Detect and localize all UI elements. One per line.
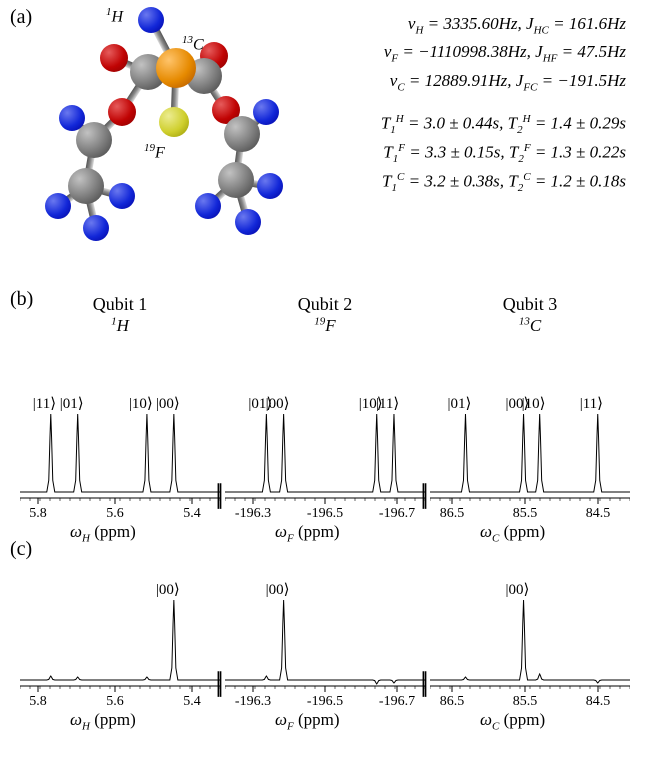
axis-tick-label: 5.4	[172, 506, 212, 522]
atom	[108, 98, 136, 126]
relaxation-line: T1F = 3.3 ± 0.15s, T2F = 1.3 ± 0.22s	[298, 142, 626, 165]
axis-tick-label: 86.5	[432, 694, 472, 710]
atom	[218, 162, 254, 198]
F-label: 19F	[144, 142, 165, 162]
atom	[68, 168, 104, 204]
state-ket-label: |00⟩	[266, 394, 290, 413]
axis-label: ωC (ppm)	[480, 710, 545, 732]
H-label: 1H	[106, 6, 123, 26]
panel-b-spectra: Qubit 11H5.85.65.4ωH (ppm)|11⟩|01⟩|10⟩|0…	[20, 294, 630, 534]
qubit-header: Qubit 11H	[60, 294, 180, 336]
state-ket-label: |00⟩	[266, 580, 290, 599]
atom	[224, 116, 260, 152]
axis-tick-label: -196.5	[305, 506, 345, 522]
atom	[109, 183, 135, 209]
relaxation-line: T1H = 3.0 ± 0.44s, T2H = 1.4 ± 0.29s	[298, 113, 626, 136]
atom	[45, 193, 71, 219]
qubit-header: Qubit 219F	[265, 294, 385, 336]
axis-label: ωH (ppm)	[70, 522, 136, 544]
axis-tick-label: 84.5	[578, 694, 618, 710]
frequency-coupling-line: νF = −1110998.38Hz, JHF = 47.5Hz	[298, 42, 626, 64]
spectrum-plot	[225, 550, 425, 710]
state-ket-label: |11⟩	[33, 394, 56, 413]
axis-tick-label: -196.7	[377, 694, 417, 710]
axis-tick-label: -196.3	[233, 506, 273, 522]
axis-break: ∥	[216, 481, 223, 512]
atom	[59, 105, 85, 131]
qubit-header: Qubit 313C	[470, 294, 590, 336]
atom	[253, 99, 279, 125]
atom	[138, 7, 164, 33]
state-ket-label: |11⟩	[580, 394, 603, 413]
axis-break: ∥	[216, 669, 223, 700]
atom	[159, 107, 189, 137]
axis-label: ωH (ppm)	[70, 710, 136, 732]
axis-break: ∥	[421, 481, 428, 512]
axis-tick-label: 5.4	[172, 694, 212, 710]
state-ket-label: |01⟩	[447, 394, 471, 413]
axis-tick-label: -196.3	[233, 694, 273, 710]
state-ket-label: |10⟩	[522, 394, 546, 413]
atom	[257, 173, 283, 199]
molecule-diagram: 1H13C19F	[36, 10, 286, 250]
spectrum-plot	[430, 342, 630, 522]
axis-tick-label: 85.5	[505, 506, 545, 522]
state-ket-label: |00⟩	[156, 580, 180, 599]
axis-tick-label: 5.8	[18, 694, 58, 710]
axis-tick-label: 5.8	[18, 506, 58, 522]
state-ket-label: |10⟩	[129, 394, 153, 413]
axis-label: ωC (ppm)	[480, 522, 545, 544]
atom	[235, 209, 261, 235]
panel-c-spectra: 5.8 5.6 5.4 ωH (ppm) |00⟩ ∥ -196.3 -196.5 -196.7…	[20, 550, 630, 760]
axis-tick-label: 84.5	[578, 506, 618, 522]
state-ket-label: |00⟩	[156, 394, 180, 413]
axis-tick-label: 85.5	[505, 694, 545, 710]
state-ket-label: |11⟩	[376, 394, 399, 413]
axis-tick-label: 86.5	[432, 506, 472, 522]
axis-break: ∥	[421, 669, 428, 700]
axis-tick-label: -196.7	[377, 506, 417, 522]
state-ket-label: |00⟩	[506, 580, 530, 599]
atom	[100, 44, 128, 72]
axis-tick-label: -196.5	[305, 694, 345, 710]
atom	[195, 193, 221, 219]
C-label: 13C	[182, 34, 204, 54]
axis-label: ωF (ppm)	[275, 522, 340, 544]
relaxation-line: T1C = 3.2 ± 0.38s, T2C = 1.2 ± 0.18s	[298, 171, 626, 194]
panel-a-label: (a)	[10, 6, 32, 29]
spectrum-plot	[20, 550, 220, 710]
axis-tick-label: 5.6	[95, 694, 135, 710]
state-ket-label: |01⟩	[60, 394, 84, 413]
parameters-block: νH = 3335.60Hz, JHC = 161.6Hz νF = −11109…	[286, 10, 626, 270]
spectrum-plot	[430, 550, 630, 710]
frequency-coupling-line: νC = 12889.91Hz, JFC = −191.5Hz	[298, 71, 626, 93]
atom	[76, 122, 112, 158]
spectrum-plot	[20, 342, 220, 522]
frequency-coupling-line: νH = 3335.60Hz, JHC = 161.6Hz	[298, 14, 626, 36]
axis-tick-label: 5.6	[95, 506, 135, 522]
panel-a-container: 1H13C19F νH = 3335.60Hz, JHC = 161.6HzνF…	[36, 10, 626, 270]
axis-label: ωF (ppm)	[275, 710, 340, 732]
spectrum-plot	[225, 342, 425, 522]
atom	[83, 215, 109, 241]
